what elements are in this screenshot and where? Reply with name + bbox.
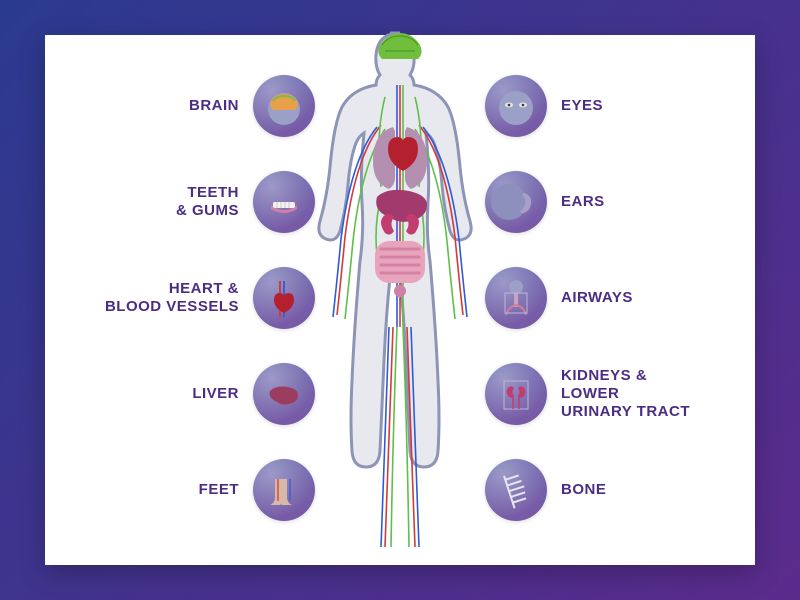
item-label: KIDNEYS & LOWER URINARY TRACT bbox=[561, 367, 745, 421]
item-label: EYES bbox=[561, 97, 745, 115]
item-airways: AIRWAYS bbox=[485, 267, 745, 329]
item-label: EARS bbox=[561, 193, 745, 211]
infographic-card: BRAIN TEETH & GUMS HEART & BLOOD VESSELS bbox=[45, 35, 755, 565]
item-label: BONE bbox=[561, 481, 745, 499]
item-label: BRAIN bbox=[55, 97, 239, 115]
item-kidneys: KIDNEYS & LOWER URINARY TRACT bbox=[485, 363, 745, 425]
item-teeth: TEETH & GUMS bbox=[55, 171, 315, 233]
item-eyes: EYES bbox=[485, 75, 745, 137]
item-bone: BONE bbox=[485, 459, 745, 521]
body-figure bbox=[285, 27, 515, 587]
page-background: BRAIN TEETH & GUMS HEART & BLOOD VESSELS bbox=[0, 0, 800, 600]
item-brain: BRAIN bbox=[55, 75, 315, 137]
item-liver: LIVER bbox=[55, 363, 315, 425]
item-label: AIRWAYS bbox=[561, 289, 745, 307]
item-label: FEET bbox=[55, 481, 239, 499]
item-label: TEETH & GUMS bbox=[55, 184, 239, 220]
item-feet: FEET bbox=[55, 459, 315, 521]
left-column: BRAIN TEETH & GUMS HEART & BLOOD VESSELS bbox=[55, 75, 315, 521]
item-heart: HEART & BLOOD VESSELS bbox=[55, 267, 315, 329]
right-column: EYES EARS AIRWAYS bbox=[485, 75, 745, 521]
item-label: HEART & BLOOD VESSELS bbox=[55, 280, 239, 316]
item-ears: EARS bbox=[485, 171, 745, 233]
item-label: LIVER bbox=[55, 385, 239, 403]
